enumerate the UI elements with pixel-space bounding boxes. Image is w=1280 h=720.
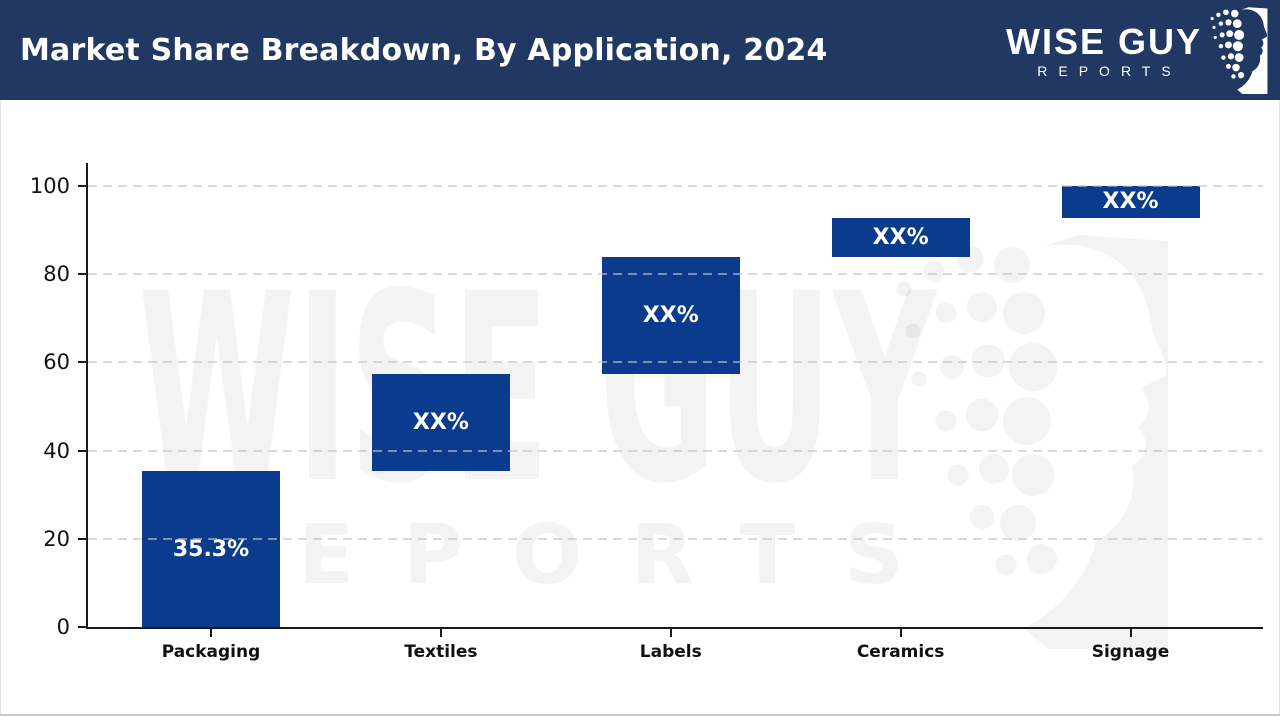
y-tick-label-60: 60: [43, 350, 70, 375]
y-tick-mark-40: [78, 449, 87, 452]
logo-wordmark: WISE GUY: [1005, 20, 1202, 62]
plot-area: 0 20 40 60 80 100 35.3% Packaging XX% Textiles XX%…: [0, 100, 1280, 714]
bar-packaging: 35.3%: [142, 471, 280, 627]
x-axis-line: [86, 627, 1263, 629]
bar-value-label-textiles: XX%: [412, 410, 469, 436]
gridline-100: [88, 185, 1263, 187]
y-tick-label-0: 0: [56, 615, 70, 639]
bottom-divider: [0, 714, 1280, 716]
bar-value-label-labels: XX%: [642, 302, 699, 328]
x-category-label-labels: Labels: [639, 642, 702, 662]
y-axis-line: [86, 163, 88, 629]
bar-ceramics: XX%: [831, 217, 970, 257]
header: Market Share Breakdown, By Application, …: [0, 0, 1280, 100]
x-tick-mark-ceramics: [899, 629, 902, 637]
x-category-label-ceramics: Ceramics: [856, 642, 945, 662]
y-tick-label-100: 100: [29, 174, 70, 198]
bar-value-label-ceramics: XX%: [872, 224, 929, 250]
bar-value-label-signage: XX%: [1102, 189, 1159, 215]
gridline-40: [88, 449, 1263, 452]
bar-value-label-packaging: 35.3%: [172, 536, 250, 562]
y-tick-mark-80: [78, 273, 87, 276]
page-title: Market Share Breakdown, By Application, …: [20, 32, 828, 68]
y-tick-mark-0: [78, 626, 87, 628]
bar-labels: XX%: [601, 257, 740, 374]
y-tick-mark-20: [78, 537, 87, 540]
x-tick-mark-textiles: [439, 629, 442, 637]
x-tick-mark-signage: [1129, 629, 1132, 637]
x-tick-mark-packaging: [210, 629, 212, 637]
y-tick-label-20: 20: [43, 526, 70, 551]
gridline-80: [88, 273, 1263, 276]
logo-subtitle: REPORTS: [1037, 62, 1182, 79]
x-category-label-textiles: Textiles: [404, 642, 478, 662]
left-edge-divider: [0, 100, 1, 714]
brand-logo-text: WISE GUY REPORTS: [1005, 20, 1202, 79]
x-category-label-signage: Signage: [1091, 642, 1170, 662]
y-tick-label-80: 80: [43, 262, 70, 287]
brand-logo: WISE GUY REPORTS: [1006, 0, 1268, 100]
gridline-20: [88, 537, 1263, 540]
gridline-60: [88, 361, 1263, 364]
bar-signage: XX%: [1061, 186, 1200, 218]
y-tick-mark-100: [78, 185, 87, 187]
y-tick-label-40: 40: [43, 438, 70, 463]
y-tick-mark-60: [78, 361, 87, 364]
x-category-label-packaging: Packaging: [161, 642, 261, 662]
dotted-head-icon: [1204, 6, 1268, 94]
bar-textiles: XX%: [371, 373, 510, 472]
chart-area: WISE GUY REPORTS 0 20 40 60 80 100 35.3% Packag…: [0, 100, 1280, 714]
x-tick-mark-labels: [669, 629, 672, 637]
